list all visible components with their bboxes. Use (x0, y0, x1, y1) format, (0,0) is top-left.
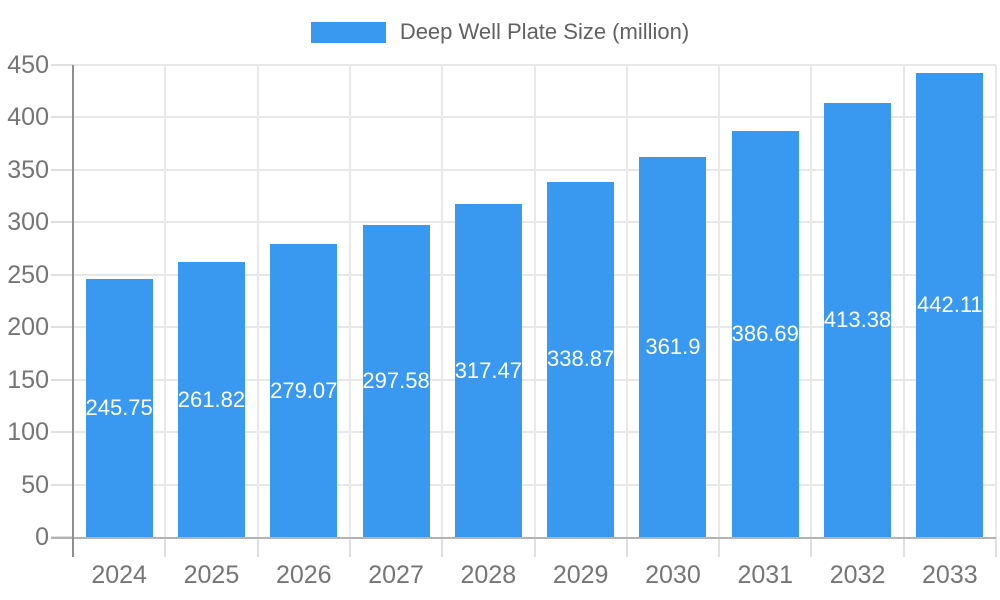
bar-value-label: 297.58 (362, 367, 430, 393)
y-axis-tick (51, 221, 73, 224)
bar-value-label: 261.82 (177, 386, 246, 412)
x-axis-tick-label: 2030 (645, 561, 701, 589)
x-axis-tick (348, 537, 351, 557)
bar-value-label: 279.07 (270, 377, 338, 403)
y-axis-tick-label: 400 (7, 103, 49, 132)
gridline-horizontal (73, 64, 996, 66)
gridline-vertical (164, 65, 167, 537)
y-axis-tick-label: 200 (7, 313, 49, 342)
bar[interactable] (362, 224, 430, 537)
x-axis-tick (164, 537, 167, 557)
y-axis-tick (51, 116, 73, 119)
x-axis-tick-label: 2033 (922, 561, 978, 589)
gridline-vertical (810, 65, 813, 537)
x-axis-tick-label: 2025 (183, 561, 240, 589)
y-axis-line (72, 65, 74, 557)
bar[interactable] (824, 103, 892, 537)
legend: Deep Well Plate Size (million) (0, 18, 1000, 46)
x-axis-tick (902, 537, 905, 557)
bar-value-label: 386.69 (731, 321, 799, 347)
y-axis-tick (51, 378, 73, 381)
y-axis-tick-label: 150 (7, 365, 49, 394)
x-axis-tick (625, 537, 628, 557)
y-axis-tick-label: 250 (7, 260, 49, 289)
y-axis-tick-label: 100 (7, 418, 49, 447)
y-axis-tick (51, 168, 73, 171)
y-axis-tick-label: 300 (7, 208, 49, 237)
x-axis-tick-label: 2027 (368, 561, 424, 589)
gridline-vertical (348, 65, 351, 537)
bar-value-label: 442.11 (917, 292, 983, 318)
legend-label[interactable]: Deep Well Plate Size (million) (399, 19, 690, 44)
bar-value-label: 245.75 (85, 395, 153, 421)
bar[interactable] (639, 157, 707, 537)
x-axis-tick-label: 2031 (737, 561, 794, 589)
x-axis-tick (995, 537, 997, 557)
bar[interactable] (454, 204, 522, 537)
x-axis-tick-label: 2026 (275, 561, 332, 589)
legend-swatch[interactable] (310, 21, 386, 43)
x-axis-tick-label: 2024 (91, 561, 147, 589)
x-axis-tick-label: 2032 (829, 561, 886, 589)
y-axis-tick (51, 326, 73, 329)
gridline-vertical (533, 65, 536, 537)
bar-value-label: 413.38 (823, 307, 892, 333)
x-axis-tick-label: 2028 (460, 561, 517, 589)
y-axis-tick-label: 450 (7, 51, 49, 79)
x-axis-tick (533, 537, 536, 557)
x-axis-tick-label: 2029 (552, 561, 609, 589)
bar[interactable] (270, 244, 338, 537)
bar[interactable] (547, 181, 615, 537)
x-axis-line (51, 537, 996, 539)
bar[interactable] (916, 73, 984, 537)
x-axis-tick (256, 537, 259, 557)
x-axis-tick (441, 537, 444, 557)
bar-value-label: 317.47 (454, 357, 522, 383)
x-axis-tick (718, 537, 721, 557)
y-axis-tick-label: 0 (35, 523, 49, 551)
y-axis-tick (51, 64, 73, 66)
y-axis-tick (51, 483, 73, 486)
bar-value-label: 361.9 (645, 334, 701, 360)
bar[interactable] (85, 279, 153, 537)
gridline-vertical (441, 65, 444, 537)
gridline-vertical (718, 65, 721, 537)
bar[interactable] (731, 131, 799, 537)
bar-value-label: 338.87 (546, 346, 615, 372)
gridline-vertical (625, 65, 628, 537)
gridline-vertical (256, 65, 259, 537)
x-axis-tick (810, 537, 813, 557)
y-axis-tick (51, 431, 73, 434)
y-axis-tick-label: 50 (21, 470, 49, 499)
bar[interactable] (177, 262, 245, 537)
y-axis-tick (51, 273, 73, 276)
y-axis-tick-label: 350 (7, 155, 49, 184)
